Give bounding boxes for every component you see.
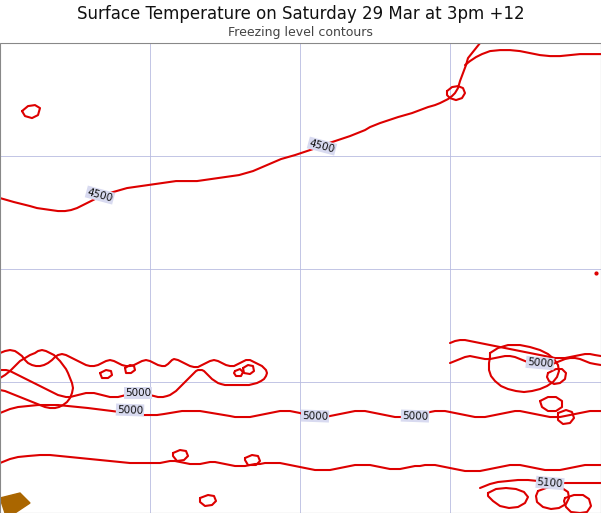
- Text: 5000: 5000: [402, 410, 429, 422]
- Text: 5000: 5000: [117, 405, 143, 416]
- Polygon shape: [0, 493, 30, 513]
- Text: Freezing level contours: Freezing level contours: [228, 26, 373, 39]
- Text: 5000: 5000: [526, 357, 554, 369]
- Text: Surface Temperature on Saturday 29 Mar at 3pm +12: Surface Temperature on Saturday 29 Mar a…: [77, 5, 524, 23]
- Text: 4500: 4500: [86, 187, 114, 203]
- Circle shape: [5, 498, 19, 512]
- Text: 5000: 5000: [302, 410, 328, 422]
- Text: 4500: 4500: [308, 138, 336, 154]
- Text: 5100: 5100: [537, 477, 564, 489]
- Text: 5000: 5000: [125, 388, 151, 398]
